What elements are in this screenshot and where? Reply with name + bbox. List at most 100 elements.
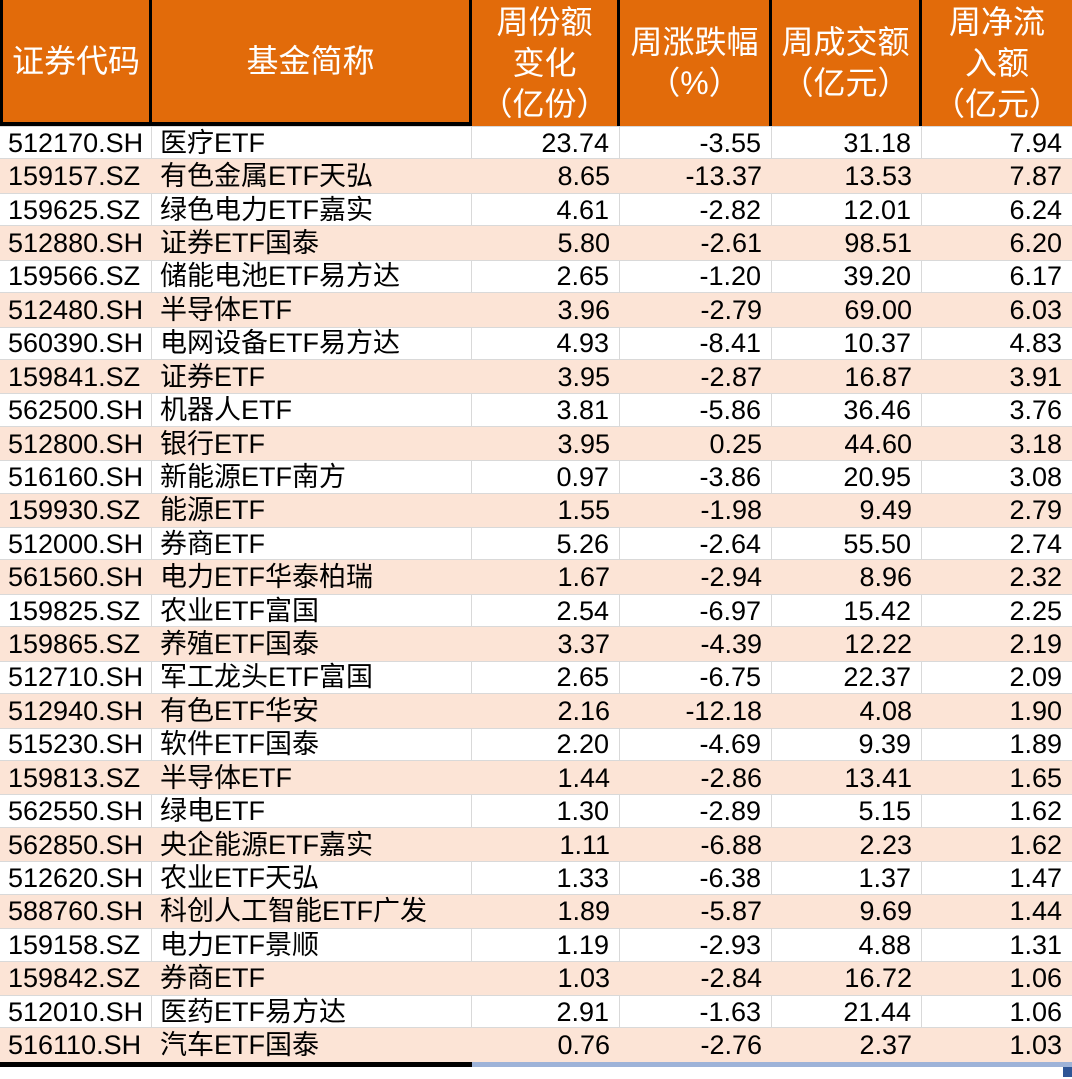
cell-share-change[interactable]: 8.65 [472,159,620,193]
cell-turnover[interactable]: 5.15 [772,795,922,827]
cell-net-inflow[interactable]: 3.91 [922,359,1072,394]
cell-share-change[interactable]: 1.11 [472,827,620,862]
header-share-change[interactable]: 周份额 变化 （亿份） [472,0,620,126]
cell-share-change[interactable]: 3.96 [472,293,620,327]
fill-handle[interactable] [1063,1067,1072,1077]
cell-code[interactable]: 159566.SZ [0,260,152,293]
cell-share-change[interactable]: 2.65 [472,661,620,694]
cell-pct-change[interactable]: 0.25 [620,426,772,461]
cell-pct-change[interactable]: -2.64 [620,528,772,560]
cell-turnover[interactable]: 98.51 [772,226,922,260]
cell-code[interactable]: 588760.SH [0,894,152,929]
cell-code[interactable]: 562500.SH [0,394,152,426]
header-code[interactable]: 证券代码 [0,0,152,126]
cell-name[interactable]: 机器人ETF [152,394,472,426]
cell-pct-change[interactable]: -1.20 [620,260,772,293]
cell-pct-change[interactable]: -2.79 [620,293,772,327]
cell-share-change[interactable]: 1.55 [472,493,620,528]
cell-name[interactable]: 半导体ETF [152,761,472,795]
cell-turnover[interactable]: 13.41 [772,761,922,795]
cell-share-change[interactable]: 1.33 [472,862,620,894]
cell-code[interactable]: 159825.SZ [0,594,152,627]
cell-pct-change[interactable]: -2.61 [620,226,772,260]
cell-code[interactable]: 512880.SH [0,226,152,260]
cell-name[interactable]: 军工龙头ETF富国 [152,661,472,694]
cell-share-change[interactable]: 5.80 [472,226,620,260]
cell-net-inflow[interactable]: 6.17 [922,260,1072,293]
cell-name[interactable]: 有色金属ETF天弘 [152,159,472,193]
cell-turnover[interactable]: 16.72 [772,961,922,995]
cell-turnover[interactable]: 36.46 [772,394,922,426]
cell-pct-change[interactable]: -5.86 [620,394,772,426]
cell-share-change[interactable]: 1.30 [472,795,620,827]
cell-name[interactable]: 银行ETF [152,426,472,461]
cell-pct-change[interactable]: -2.87 [620,359,772,394]
cell-share-change[interactable]: 2.91 [472,995,620,1028]
cell-pct-change[interactable]: -2.86 [620,761,772,795]
cell-name[interactable]: 储能电池ETF易方达 [152,260,472,293]
cell-code[interactable]: 512800.SH [0,426,152,461]
cell-name[interactable]: 农业ETF天弘 [152,862,472,894]
cell-code[interactable]: 516110.SH [0,1028,152,1062]
cell-name[interactable]: 电网设备ETF易方达 [152,327,472,359]
cell-pct-change[interactable]: -12.18 [620,694,772,728]
cell-name[interactable]: 证券ETF国泰 [152,226,472,260]
cell-net-inflow[interactable]: 1.06 [922,961,1072,995]
cell-net-inflow[interactable]: 6.24 [922,193,1072,226]
cell-turnover[interactable]: 13.53 [772,159,922,193]
cell-name[interactable]: 新能源ETF南方 [152,461,472,493]
cell-net-inflow[interactable]: 1.06 [922,995,1072,1028]
cell-net-inflow[interactable]: 1.65 [922,761,1072,795]
cell-share-change[interactable]: 1.03 [472,961,620,995]
cell-net-inflow[interactable]: 2.74 [922,528,1072,560]
cell-turnover[interactable]: 2.23 [772,827,922,862]
cell-net-inflow[interactable]: 1.90 [922,694,1072,728]
cell-net-inflow[interactable]: 3.76 [922,394,1072,426]
cell-turnover[interactable]: 21.44 [772,995,922,1028]
cell-code[interactable]: 512480.SH [0,293,152,327]
cell-share-change[interactable]: 2.65 [472,260,620,293]
cell-share-change[interactable]: 2.54 [472,594,620,627]
cell-code[interactable]: 561560.SH [0,560,152,594]
cell-pct-change[interactable]: -6.75 [620,661,772,694]
cell-net-inflow[interactable]: 1.31 [922,929,1072,961]
cell-code[interactable]: 515230.SH [0,728,152,761]
cell-net-inflow[interactable]: 7.87 [922,159,1072,193]
cell-turnover[interactable]: 15.42 [772,594,922,627]
cell-share-change[interactable]: 2.20 [472,728,620,761]
cell-code[interactable]: 512000.SH [0,528,152,560]
header-net-inflow[interactable]: 周净流 入额 （亿元） [922,0,1072,126]
cell-code[interactable]: 512010.SH [0,995,152,1028]
header-turnover[interactable]: 周成交额 （亿元） [772,0,922,126]
cell-turnover[interactable]: 2.37 [772,1028,922,1062]
cell-turnover[interactable]: 16.87 [772,359,922,394]
cell-code[interactable]: 512710.SH [0,661,152,694]
cell-net-inflow[interactable]: 2.09 [922,661,1072,694]
cell-share-change[interactable]: 2.16 [472,694,620,728]
cell-turnover[interactable]: 10.37 [772,327,922,359]
cell-turnover[interactable]: 69.00 [772,293,922,327]
cell-net-inflow[interactable]: 2.25 [922,594,1072,627]
cell-code[interactable]: 159930.SZ [0,493,152,528]
cell-pct-change[interactable]: -2.89 [620,795,772,827]
cell-turnover[interactable]: 44.60 [772,426,922,461]
cell-name[interactable]: 绿电ETF [152,795,472,827]
cell-net-inflow[interactable]: 2.79 [922,493,1072,528]
cell-pct-change[interactable]: -2.93 [620,929,772,961]
cell-net-inflow[interactable]: 1.62 [922,827,1072,862]
cell-share-change[interactable]: 3.95 [472,426,620,461]
cell-turnover[interactable]: 12.01 [772,193,922,226]
cell-code[interactable]: 560390.SH [0,327,152,359]
cell-name[interactable]: 养殖ETF国泰 [152,627,472,661]
cell-share-change[interactable]: 1.67 [472,560,620,594]
cell-code[interactable]: 159842.SZ [0,961,152,995]
cell-net-inflow[interactable]: 7.94 [922,127,1072,159]
cell-net-inflow[interactable]: 1.89 [922,728,1072,761]
cell-pct-change[interactable]: -3.86 [620,461,772,493]
cell-share-change[interactable]: 4.61 [472,193,620,226]
cell-turnover[interactable]: 9.39 [772,728,922,761]
cell-code[interactable]: 159158.SZ [0,929,152,961]
cell-name[interactable]: 央企能源ETF嘉实 [152,827,472,862]
cell-turnover[interactable]: 22.37 [772,661,922,694]
cell-net-inflow[interactable]: 6.20 [922,226,1072,260]
